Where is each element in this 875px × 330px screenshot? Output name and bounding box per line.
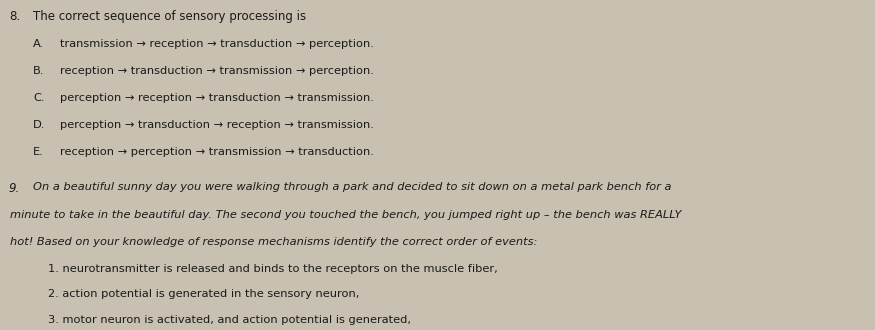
Text: 8.: 8. — [9, 10, 20, 23]
Text: 3. motor neuron is activated, and action potential is generated,: 3. motor neuron is activated, and action… — [48, 315, 411, 325]
Text: minute to take in the beautiful day. The second you touched the bench, you jumpe: minute to take in the beautiful day. The… — [10, 210, 682, 219]
Text: hot! Based on your knowledge of response mechanisms identify the correct order o: hot! Based on your knowledge of response… — [10, 237, 538, 247]
Text: E.: E. — [33, 147, 44, 157]
Text: D.: D. — [33, 120, 46, 130]
Text: reception → perception → transmission → transduction.: reception → perception → transmission → … — [60, 147, 374, 157]
Text: 2. action potential is generated in the sensory neuron,: 2. action potential is generated in the … — [48, 289, 360, 299]
Text: 9.: 9. — [9, 182, 20, 195]
Text: perception → transduction → reception → transmission.: perception → transduction → reception → … — [60, 120, 374, 130]
Text: transmission → reception → transduction → perception.: transmission → reception → transduction … — [60, 39, 374, 49]
Text: On a beautiful sunny day you were walking through a park and decided to sit down: On a beautiful sunny day you were walkin… — [33, 182, 672, 192]
Text: perception → reception → transduction → transmission.: perception → reception → transduction → … — [60, 93, 374, 103]
Text: 1. neurotransmitter is released and binds to the receptors on the muscle fiber,: 1. neurotransmitter is released and bind… — [48, 264, 498, 274]
Text: reception → transduction → transmission → perception.: reception → transduction → transmission … — [60, 66, 374, 76]
Text: The correct sequence of sensory processing is: The correct sequence of sensory processi… — [33, 10, 306, 23]
Text: B.: B. — [33, 66, 45, 76]
Text: C.: C. — [33, 93, 45, 103]
Text: A.: A. — [33, 39, 45, 49]
